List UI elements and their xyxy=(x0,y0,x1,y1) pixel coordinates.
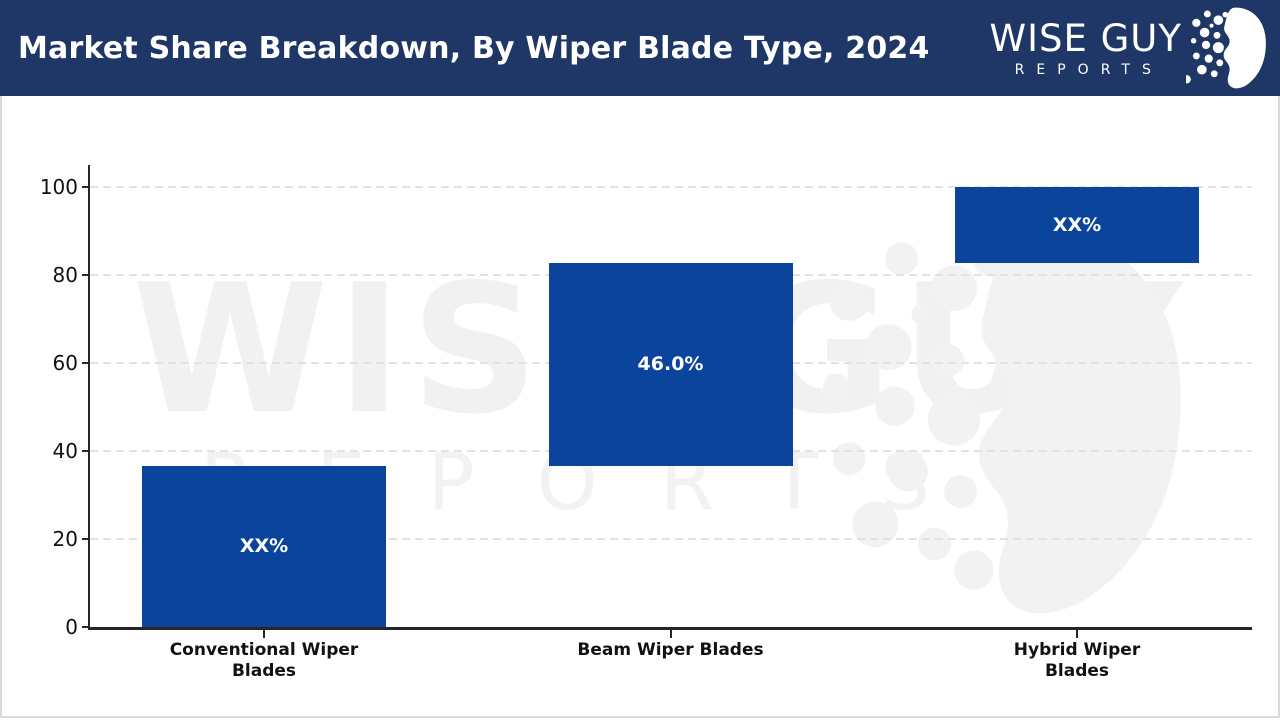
x-axis-tick-mark xyxy=(669,630,672,638)
dotted-face-logo-icon xyxy=(1186,7,1266,89)
y-axis-tick-label: 40 xyxy=(52,439,78,463)
bar-value-label: 46.0% xyxy=(637,353,704,376)
bar-value-label: XX% xyxy=(239,535,289,558)
logo-wordmark: WISE GUY xyxy=(989,16,1182,60)
y-axis-tick-mark xyxy=(82,450,90,452)
x-axis-tick-mark xyxy=(263,630,265,638)
y-axis-tick-label: 20 xyxy=(52,527,78,551)
y-axis-tick-mark xyxy=(82,274,90,276)
bar-segment xyxy=(548,263,793,466)
x-axis-category-label: Conventional Wiper Blades xyxy=(169,640,359,682)
y-axis-tick-mark xyxy=(82,626,90,628)
y-axis-tick-label: 80 xyxy=(52,263,78,287)
bar-segment xyxy=(142,465,386,627)
y-gridline xyxy=(90,186,1252,188)
x-axis-tick-mark xyxy=(1076,630,1078,638)
header-bar: Market Share Breakdown, By Wiper Blade T… xyxy=(0,0,1280,96)
y-axis-tick-label: 100 xyxy=(39,175,78,199)
bar-segment xyxy=(955,187,1199,264)
page-title: Market Share Breakdown, By Wiper Blade T… xyxy=(18,30,930,66)
y-axis-tick-mark xyxy=(82,186,90,188)
bar-value-label: XX% xyxy=(1052,214,1102,237)
wiseguy-logo: WISE GUY REPORTS xyxy=(990,5,1270,91)
x-axis-category-label: Beam Wiper Blades xyxy=(577,640,764,660)
y-axis-tick-label: 60 xyxy=(52,351,78,375)
y-axis-tick-mark xyxy=(82,538,90,540)
x-axis-line xyxy=(88,627,1252,630)
y-axis-tick-label: 0 xyxy=(65,615,78,639)
y-gridline xyxy=(90,538,1252,540)
logo-text: WISE GUY REPORTS xyxy=(990,20,1182,77)
y-axis-line xyxy=(88,165,90,630)
x-axis-category-label: Hybrid Wiper Blades xyxy=(1013,640,1141,682)
y-axis-tick-mark xyxy=(82,362,90,364)
logo-subtitle: REPORTS xyxy=(1014,61,1163,78)
